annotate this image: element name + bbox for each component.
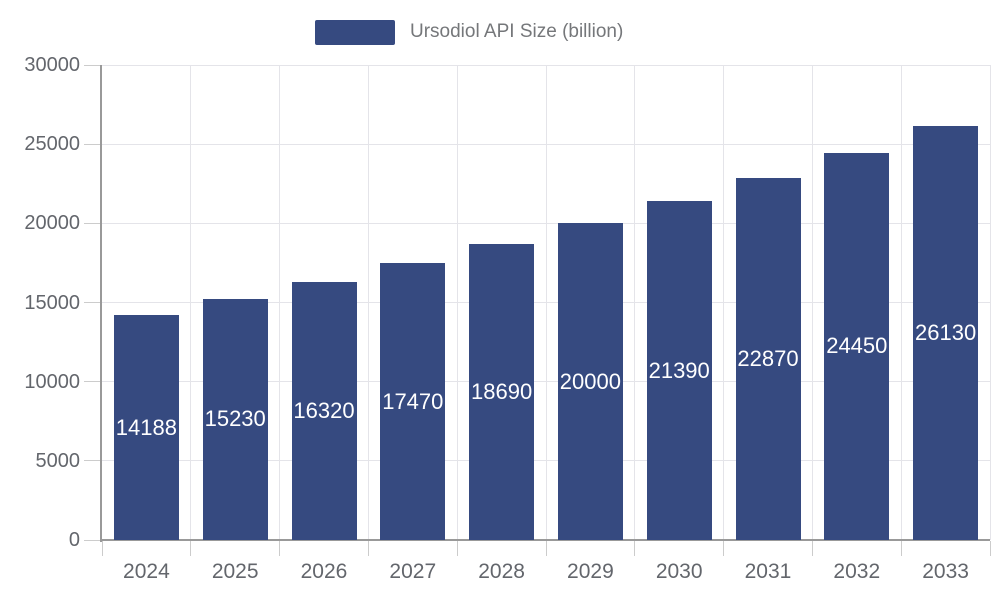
x-axis-label: 2032: [833, 560, 881, 583]
y-axis-tick: [84, 460, 101, 462]
legend-swatch-icon: [315, 19, 395, 45]
bar-value-label: 14188: [115, 414, 177, 440]
x-axis-tick: [811, 541, 813, 556]
legend-label: Ursodiol API Size (billion): [410, 21, 624, 42]
bar: 16320: [291, 281, 357, 540]
bar: 26130: [913, 126, 979, 540]
x-axis-tick: [190, 541, 192, 556]
v-gridline: [989, 65, 991, 540]
v-gridline: [367, 65, 369, 540]
x-axis-tick: [101, 541, 103, 556]
bar: 18690: [469, 244, 535, 540]
x-axis-tick: [367, 541, 369, 556]
x-axis-label: 2029: [567, 560, 614, 583]
y-axis-tick: [84, 302, 101, 303]
bar-value-label: 21390: [648, 357, 710, 383]
bar-value-label: 24450: [826, 333, 888, 359]
x-axis-label: 2026: [300, 560, 348, 583]
x-axis-label: 2031: [744, 560, 792, 583]
y-axis-tick: [84, 64, 101, 66]
bar: 24450: [824, 152, 890, 540]
x-axis-label: 2024: [123, 560, 170, 583]
bar-value-label: 18690: [471, 379, 533, 405]
x-axis-tick: [989, 541, 991, 556]
x-axis-tick: [545, 541, 547, 556]
y-axis-label: 0: [68, 529, 80, 551]
x-axis-label: 2033: [922, 560, 969, 583]
bar-value-label: 15230: [204, 406, 266, 432]
x-axis-label: 2028: [478, 560, 525, 583]
v-gridline: [811, 65, 813, 540]
bar-value-label: 20000: [559, 368, 621, 394]
x-axis-tick: [723, 541, 725, 556]
v-gridline: [634, 65, 636, 540]
bar-value-label: 16320: [293, 397, 355, 423]
y-axis-label: 5000: [35, 449, 81, 472]
y-axis-label: 30000: [24, 54, 80, 76]
v-gridline: [545, 65, 547, 540]
y-axis-tick: [84, 222, 101, 224]
v-gridline: [279, 65, 281, 540]
x-axis-tick: [634, 541, 636, 556]
legend[interactable]: Ursodiol API Size (billion): [315, 19, 623, 45]
bar-value-label: 26130: [915, 320, 977, 346]
v-gridline: [723, 65, 725, 540]
bar: 21390: [646, 201, 712, 540]
y-axis-label: 10000: [24, 370, 80, 393]
x-axis-tick: [279, 541, 281, 556]
x-axis-label: 2030: [655, 560, 703, 583]
x-axis-tick: [900, 541, 902, 556]
bar: 22870: [735, 177, 801, 540]
y-axis-line: [100, 65, 102, 542]
y-axis-tick: [84, 539, 101, 541]
y-axis-tick: [84, 143, 101, 145]
y-axis-label: 15000: [24, 291, 80, 314]
v-gridline: [900, 65, 902, 540]
bar: 15230: [202, 298, 268, 540]
v-gridline: [190, 65, 192, 540]
bar-value-label: 22870: [737, 345, 799, 371]
x-axis-label: 2027: [389, 560, 437, 583]
y-axis-label: 20000: [24, 212, 80, 235]
v-gridline: [456, 65, 458, 540]
x-axis-tick: [456, 541, 458, 556]
x-axis-label: 2025: [211, 560, 259, 583]
y-axis-label: 25000: [24, 133, 80, 156]
bar: 14188: [113, 315, 179, 540]
bar: 20000: [557, 223, 623, 540]
bar: 17470: [380, 263, 446, 540]
bar-value-label: 17470: [382, 388, 444, 414]
y-axis-tick: [84, 381, 101, 383]
x-axis-line: [100, 539, 990, 541]
